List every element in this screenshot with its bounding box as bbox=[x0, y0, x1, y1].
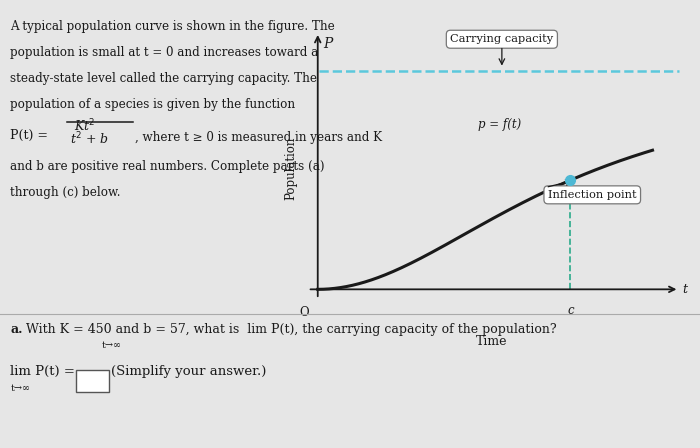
Text: t→∞: t→∞ bbox=[10, 384, 31, 393]
Text: c: c bbox=[567, 304, 574, 317]
Text: P(t) =: P(t) = bbox=[10, 129, 48, 142]
Text: Time: Time bbox=[476, 336, 508, 349]
Text: lim P(t) =: lim P(t) = bbox=[10, 365, 76, 378]
Text: , where t ≥ 0 is measured in years and K: , where t ≥ 0 is measured in years and K bbox=[135, 131, 382, 144]
Text: through (c) below.: through (c) below. bbox=[10, 186, 121, 199]
Text: steady-state level called the carrying capacity. The: steady-state level called the carrying c… bbox=[10, 72, 318, 85]
Text: population is small at t = 0 and increases toward a: population is small at t = 0 and increas… bbox=[10, 46, 318, 59]
Text: t$^2$ + b: t$^2$ + b bbox=[70, 131, 108, 147]
Text: (Simplify your answer.): (Simplify your answer.) bbox=[111, 365, 266, 378]
Text: P: P bbox=[323, 37, 332, 51]
Text: Carrying capacity: Carrying capacity bbox=[450, 34, 554, 44]
Text: Inflection point: Inflection point bbox=[548, 190, 636, 200]
Text: t→∞: t→∞ bbox=[102, 341, 122, 350]
Text: Kt$^2$: Kt$^2$ bbox=[74, 117, 95, 134]
Text: and b are positive real numbers. Complete parts (a): and b are positive real numbers. Complet… bbox=[10, 160, 325, 173]
Text: a.: a. bbox=[10, 323, 23, 336]
Text: A typical population curve is shown in the figure. The: A typical population curve is shown in t… bbox=[10, 20, 335, 33]
Text: With K = 450 and b = 57, what is  lim P(t), the carrying capacity of the populat: With K = 450 and b = 57, what is lim P(t… bbox=[26, 323, 556, 336]
Text: p = f(t): p = f(t) bbox=[478, 118, 522, 131]
Text: O: O bbox=[300, 306, 309, 319]
Text: t: t bbox=[682, 283, 687, 296]
Text: Population: Population bbox=[284, 136, 297, 200]
Text: population of a species is given by the function: population of a species is given by the … bbox=[10, 98, 295, 111]
